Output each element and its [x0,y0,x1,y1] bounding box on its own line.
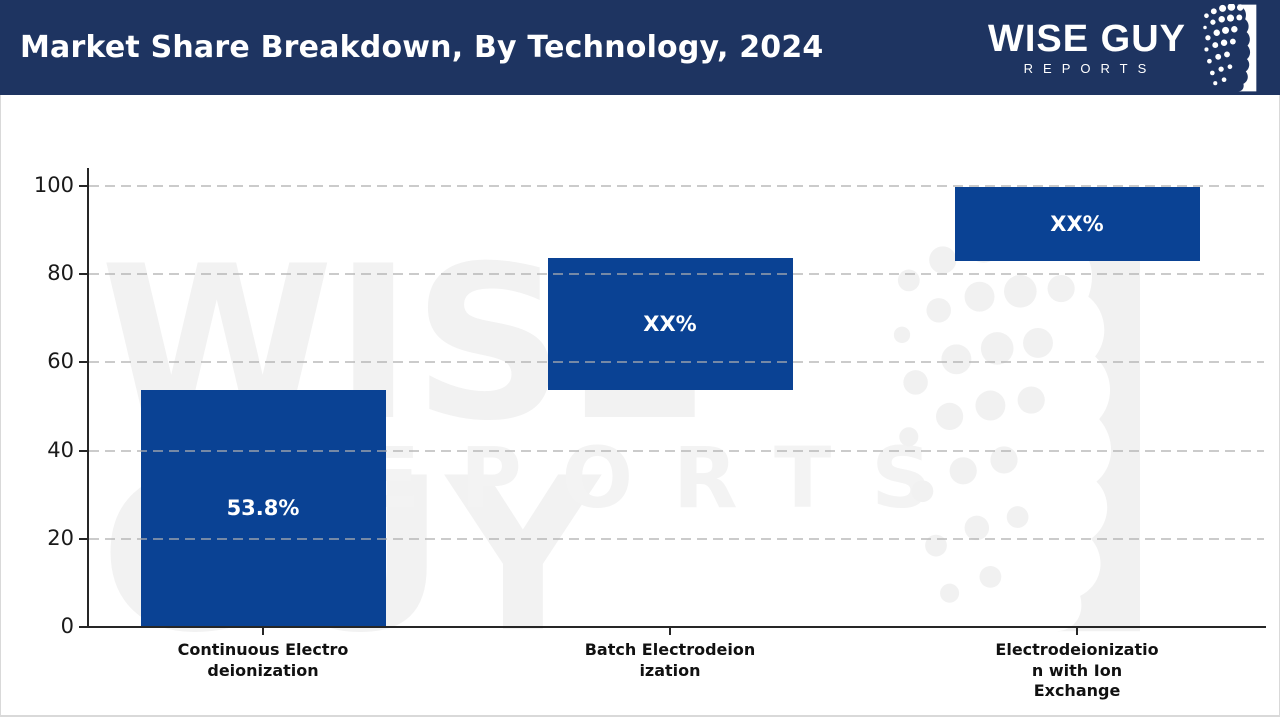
y-tick-mark [79,626,87,628]
y-tick-mark [79,537,87,540]
y-tick-label: 40 [47,437,74,462]
gridline [89,537,1264,540]
brand-name: WISE GUY [987,18,1186,60]
y-tick-label: 0 [60,614,74,638]
page-title: Market Share Breakdown, By Technology, 2… [20,30,824,65]
y-tick-mark [79,273,87,276]
y-tick-label: 20 [47,525,74,550]
y-tick-mark [79,449,87,452]
brand-subname: REPORTS [1023,61,1157,76]
x-category-label: Continuous Electro deionization [177,640,349,680]
x-tick-mark [1076,628,1078,635]
y-tick-label: 60 [47,349,74,374]
gridline [89,449,1264,452]
gridline [89,273,1264,276]
brand-face-icon [1203,3,1257,91]
y-tick-label: 100 [33,173,74,197]
y-tick-mark [79,185,87,187]
brand-logo-text: WISE GUY REPORTS [988,20,1186,75]
bottom-border [0,715,1280,717]
bar-value-label: XX% [643,312,697,337]
left-border [0,95,1,716]
bar-value-label: 53.8% [226,496,300,521]
x-tick-mark [669,628,671,635]
header-bar: Market Share Breakdown, By Technology, 2… [0,0,1280,95]
brand-logo: WISE GUY REPORTS [988,0,1266,95]
bar: XX% [954,187,1200,261]
gridline [89,361,1264,364]
x-category-label: Electrodeionizatio n with Ion Exchange [995,640,1159,700]
y-tick-label: 80 [47,261,74,286]
bar-value-label: XX% [1050,212,1104,237]
bar: 53.8% [140,389,386,627]
x-axis-line [87,626,1266,628]
x-tick-mark [262,628,264,635]
bar: XX% [547,258,793,390]
y-axis-line [87,168,89,627]
y-tick-mark [79,361,87,364]
x-category-label: Batch Electrodeion ization [584,640,756,680]
gridline [89,185,1264,187]
watermark-face-icon [893,226,1140,632]
